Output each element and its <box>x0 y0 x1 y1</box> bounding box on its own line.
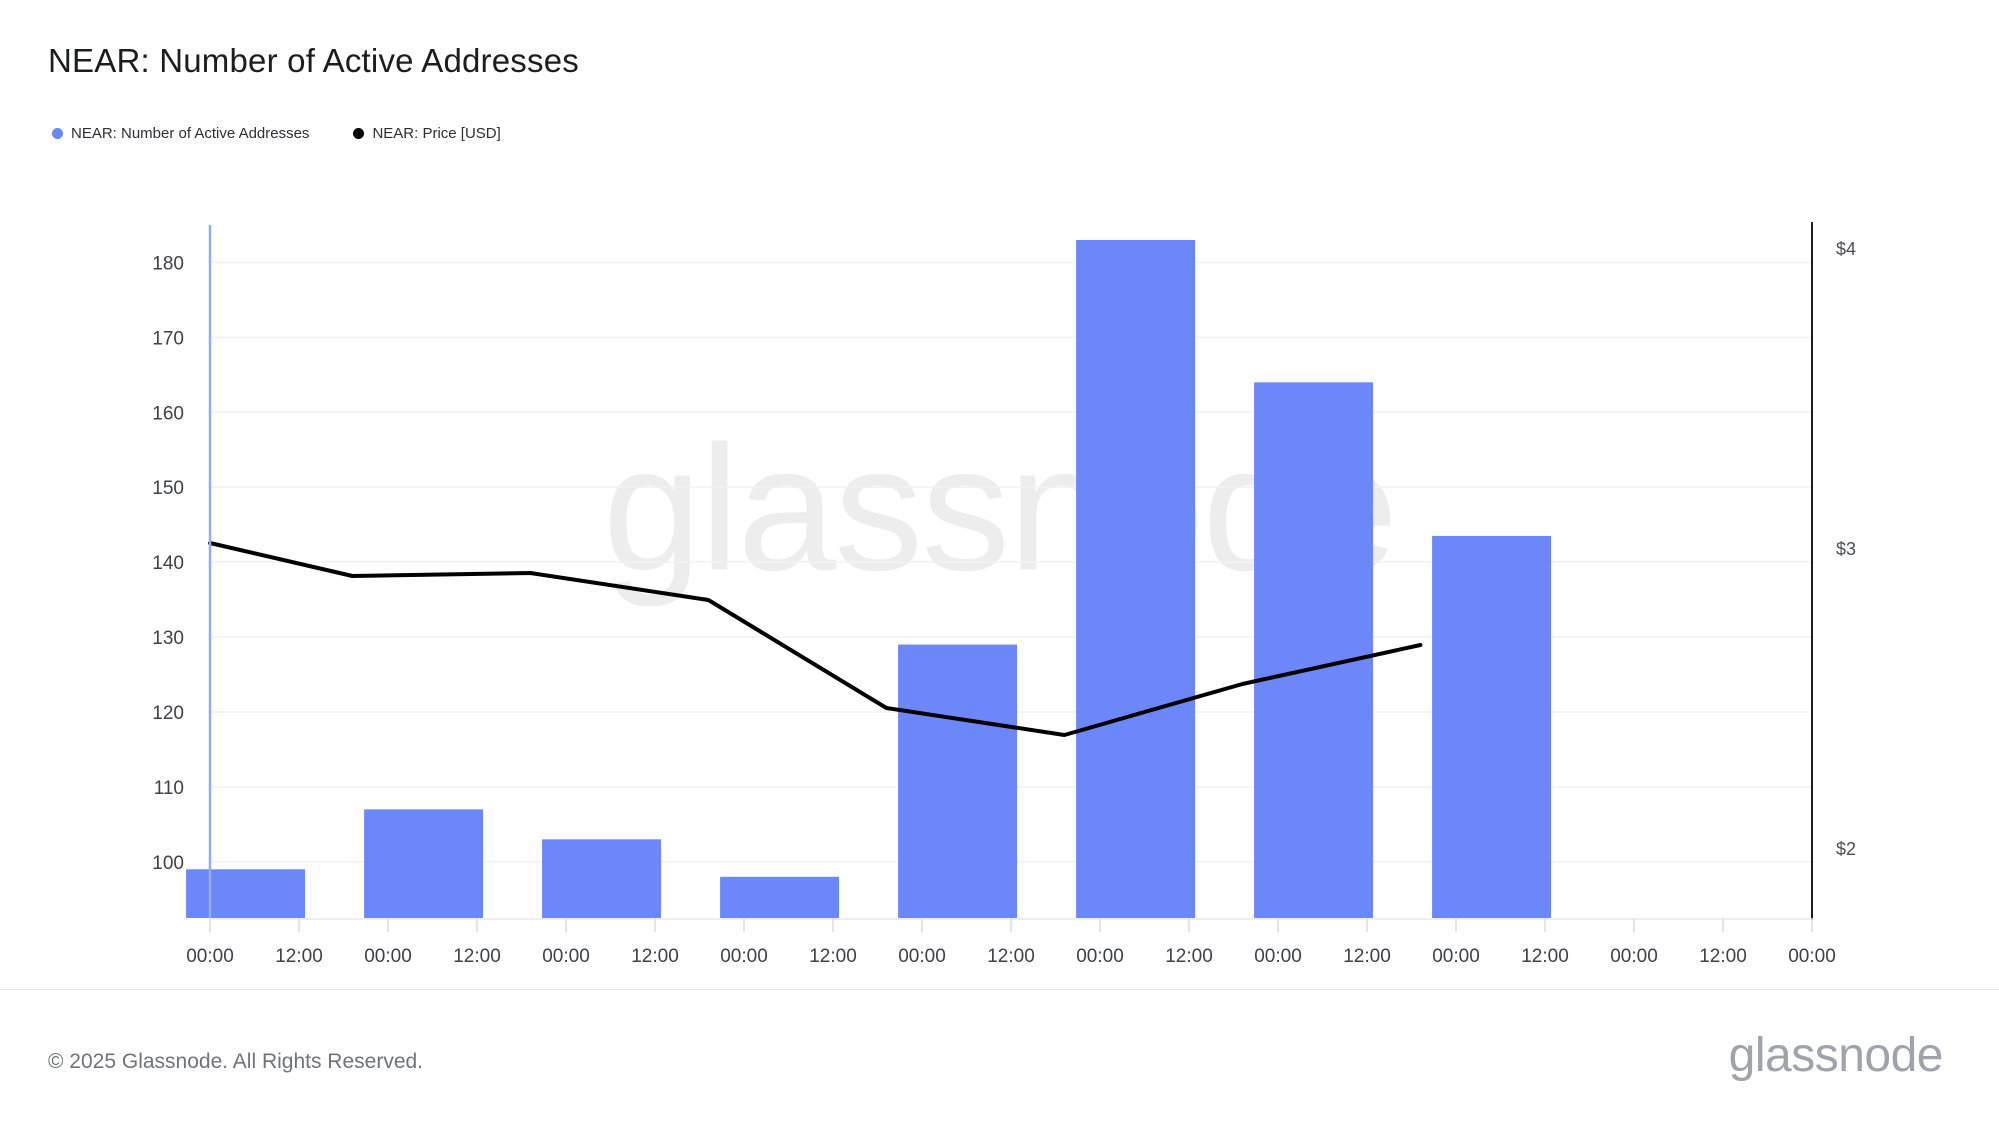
y-axis-left-tick-label: 140 <box>152 553 184 574</box>
legend-marker-icon <box>52 128 63 139</box>
x-axis-tick-label: 00:00 <box>1076 946 1124 967</box>
bar[interactable] <box>1432 535 1552 918</box>
x-axis-tick-label: 12:00 <box>1343 946 1391 967</box>
y-axis-left-tick-label: 120 <box>152 703 184 724</box>
legend-item-price[interactable]: NEAR: Price [USD] <box>353 125 501 142</box>
legend-marker-icon <box>353 128 365 139</box>
x-axis-tick-label: 12:00 <box>631 946 679 967</box>
x-axis-tick-label: 12:00 <box>453 946 501 967</box>
x-axis-tick-label: 00:00 <box>364 946 412 967</box>
bar[interactable] <box>364 809 484 918</box>
y-axis-left-tick-label: 170 <box>152 328 184 349</box>
legend-label: NEAR: Price [USD] <box>372 125 501 142</box>
price-line-series <box>208 541 1423 737</box>
x-axis-tick-label: 00:00 <box>720 946 768 967</box>
footer-divider <box>0 989 1999 1125</box>
x-axis-tick-label: 00:00 <box>898 946 946 967</box>
legend-item-active-addresses[interactable]: NEAR: Number of Active Addresses <box>52 125 309 142</box>
bar[interactable] <box>898 644 1018 918</box>
page-title: NEAR: Number of Active Addresses <box>48 42 579 79</box>
x-axis-tick-label: 12:00 <box>987 946 1035 967</box>
y-axis-right-labels: $2 $3 $4 <box>1836 239 1856 859</box>
x-axis-tick-label: 12:00 <box>809 946 857 967</box>
y-axis-left-tick-label: 180 <box>152 253 184 274</box>
x-axis-tick-label: 12:00 <box>1165 946 1213 967</box>
y-axis-right-tick-label: $4 <box>1836 239 1856 259</box>
y-axis-right-tick-label: $2 <box>1836 839 1856 859</box>
x-axis-tick-label: 12:00 <box>1521 946 1569 967</box>
x-axis-tick-label: 12:00 <box>1699 946 1747 967</box>
x-axis-tick-label: 00:00 <box>1610 946 1658 967</box>
x-axis-ticks: 00:00 12:00 00:00 12:00 00:00 12:00 00:00 12:00… <box>186 918 1836 967</box>
y-axis-left-tick-label: 150 <box>152 478 184 499</box>
x-axis-tick-label: 00:00 <box>1432 946 1480 967</box>
brand-logo: glassnode <box>1728 1029 1944 1082</box>
bar[interactable] <box>186 869 306 918</box>
x-axis-tick-label: 00:00 <box>1788 946 1836 967</box>
y-axis-left-tick-label: 160 <box>152 403 184 424</box>
bar[interactable] <box>1076 239 1196 919</box>
x-axis-tick-label: 00:00 <box>186 946 234 967</box>
x-axis-tick-label: 00:00 <box>1254 946 1302 967</box>
bar[interactable] <box>720 876 840 918</box>
y-axis-left-tick-label: 110 <box>154 778 184 799</box>
legend-label: NEAR: Number of Active Addresses <box>71 125 310 142</box>
chart-svg: 00:00 12:00 00:00 12:00 00:00 12:00 00:00 12:00… <box>152 222 1856 967</box>
y-axis-left-tick-label: 130 <box>152 628 184 649</box>
x-axis-tick-label: 12:00 <box>275 946 323 967</box>
bar[interactable] <box>1254 382 1374 919</box>
y-axis-right-tick-label: $3 <box>1836 539 1856 559</box>
bar-series[interactable] <box>186 239 1552 919</box>
chart-legend: NEAR: Number of Active Addresses NEAR: P… <box>52 125 501 142</box>
price-line <box>208 541 1423 737</box>
copyright-text: © 2025 Glassnode. All Rights Reserved. <box>48 1050 424 1073</box>
y-axis-left-labels: 100 110 120 130 140 150 160 170 180 <box>152 253 184 873</box>
bar[interactable] <box>542 839 662 918</box>
y-axis-left-tick-label: 100 <box>152 853 184 874</box>
chart-plot-area[interactable]: glassnode 00:00 12:00 00:00 12:00 00:00 12:00… <box>0 0 1999 1010</box>
x-axis-tick-label: 00:00 <box>542 946 590 967</box>
